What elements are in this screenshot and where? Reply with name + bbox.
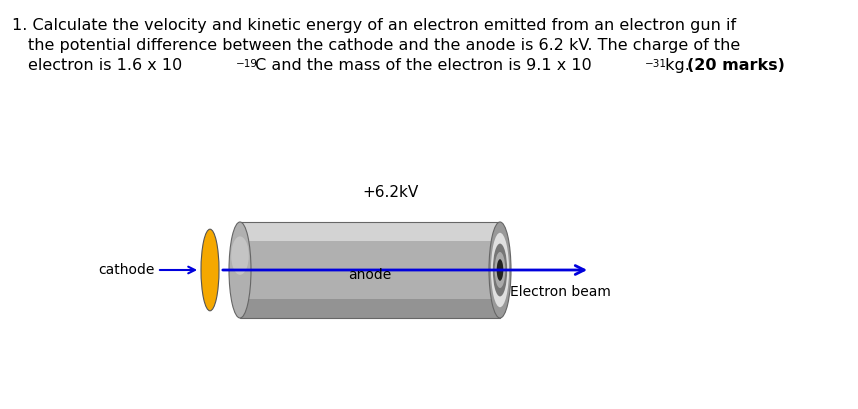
Ellipse shape — [497, 259, 504, 281]
Ellipse shape — [495, 252, 505, 288]
Text: −19: −19 — [236, 59, 258, 69]
Text: −31: −31 — [645, 59, 667, 69]
Text: the potential difference between the cathode and the anode is 6.2 kV. The charge: the potential difference between the cat… — [28, 38, 740, 53]
Text: kg.: kg. — [660, 58, 695, 73]
Text: 1. Calculate the velocity and kinetic energy of an electron emitted from an elec: 1. Calculate the velocity and kinetic en… — [12, 18, 736, 33]
Text: (20 marks): (20 marks) — [687, 58, 785, 73]
Bar — [240, 222, 500, 241]
Text: electron is 1.6 x 10: electron is 1.6 x 10 — [28, 58, 182, 73]
Ellipse shape — [491, 233, 509, 307]
Bar — [240, 222, 500, 318]
Ellipse shape — [489, 222, 511, 318]
Bar — [240, 299, 500, 318]
Bar — [240, 222, 500, 318]
Ellipse shape — [231, 236, 249, 275]
Text: C and the mass of the electron is 9.1 x 10: C and the mass of the electron is 9.1 x … — [250, 58, 592, 73]
Ellipse shape — [201, 229, 219, 311]
Ellipse shape — [229, 222, 251, 318]
Text: cathode: cathode — [99, 263, 155, 277]
Text: anode: anode — [348, 268, 391, 282]
Ellipse shape — [492, 244, 507, 297]
Text: +6.2kV: +6.2kV — [362, 185, 418, 200]
Text: Electron beam: Electron beam — [510, 285, 610, 299]
